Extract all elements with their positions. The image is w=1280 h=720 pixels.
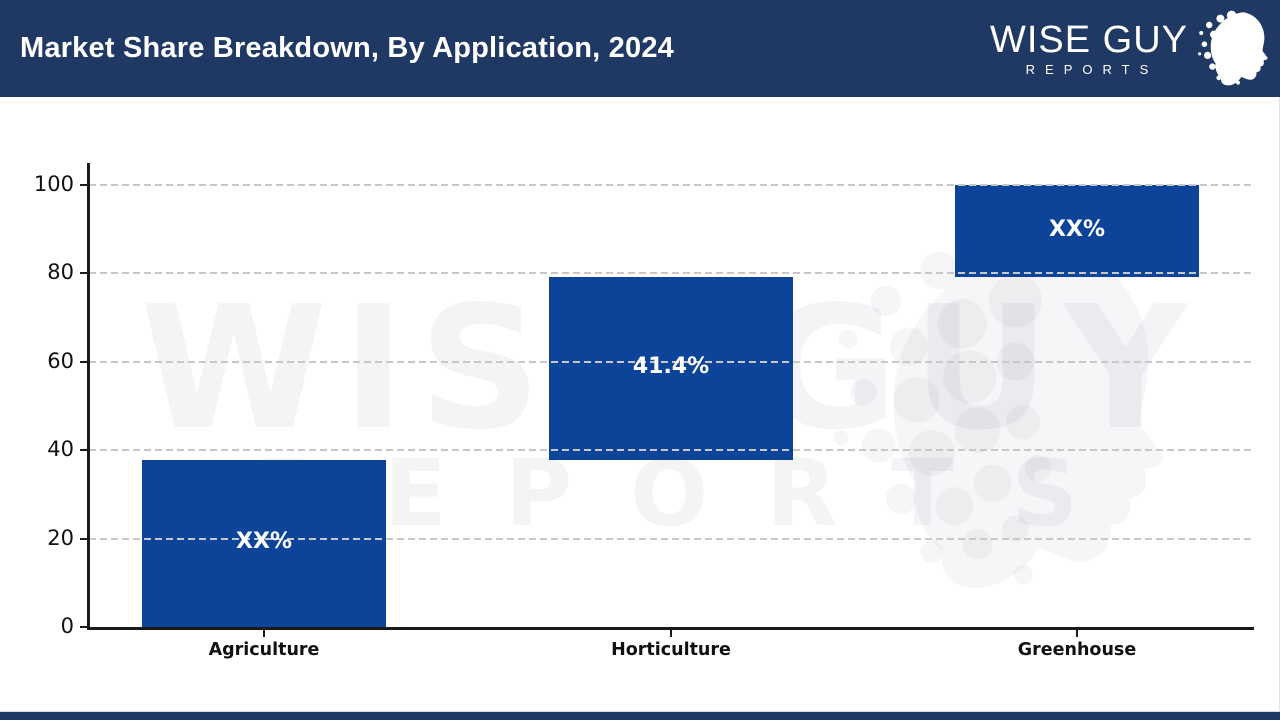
bar-agriculture (142, 459, 386, 627)
y-tick-label: 100 (33, 172, 74, 196)
gridline-60 (89, 360, 1254, 363)
footer-bar (0, 711, 1280, 720)
gridline-100 (89, 184, 1254, 186)
bar-value-label: 41.4% (632, 354, 710, 380)
y-axis (87, 163, 90, 629)
gridline-40 (89, 449, 1254, 452)
header-bar: Market Share Breakdown, By Application, … (0, 0, 1280, 97)
y-tick-label: 40 (47, 437, 74, 462)
y-tick-label: 20 (47, 525, 74, 550)
wise-guy-reports-logo: WISE GUY REPORTS (990, 8, 1280, 90)
y-tick-mark (80, 272, 88, 275)
category-label-greenhouse: Greenhouse (1017, 640, 1137, 660)
bar-value-label: XX% (1049, 216, 1105, 242)
y-tick-mark (80, 360, 88, 363)
bar-horticulture (549, 276, 793, 460)
dotted-head-icon (1198, 10, 1268, 85)
y-tick-label: 80 (47, 260, 74, 285)
gridline-80 (89, 272, 1254, 275)
y-tick-mark (80, 184, 88, 186)
page-title: Market Share Breakdown, By Application, … (20, 32, 674, 64)
category-label-horticulture: Horticulture (611, 640, 731, 660)
y-tick-label: 0 (60, 614, 74, 638)
x-tick-mark (1076, 629, 1078, 637)
gridline-20 (89, 537, 1254, 540)
watermark-dotted-head-icon (833, 232, 1164, 588)
bar-value-label: XX% (236, 529, 292, 555)
y-tick-mark (80, 537, 88, 540)
x-tick-mark (670, 629, 672, 637)
y-tick-mark (80, 449, 88, 452)
x-tick-mark (263, 629, 265, 637)
y-tick-mark (80, 626, 88, 628)
logo-subtitle: REPORTS (1025, 61, 1159, 77)
bar-greenhouse (955, 185, 1199, 277)
y-tick-label: 60 (47, 348, 74, 373)
logo-wordmark: WISE GUY (989, 18, 1188, 61)
category-label-agriculture: Agriculture (208, 640, 320, 660)
x-axis (87, 627, 1254, 630)
